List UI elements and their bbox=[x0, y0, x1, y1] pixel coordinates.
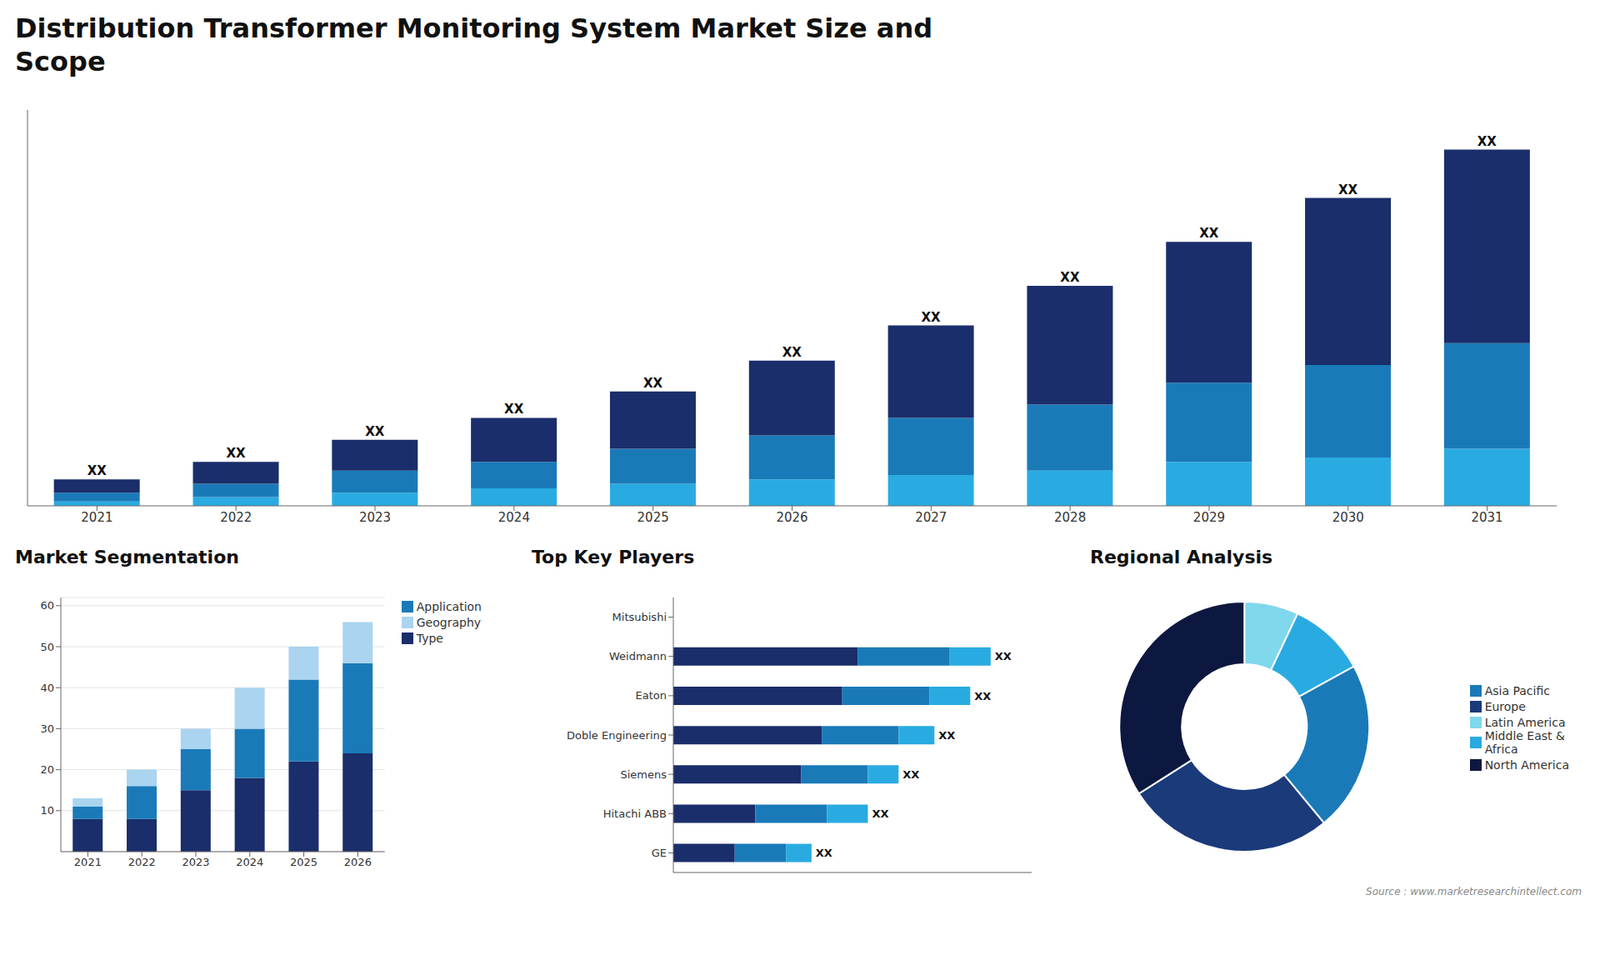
svg-text:60: 60 bbox=[40, 599, 55, 612]
html-text:North America: North America bbox=[1484, 757, 1570, 772]
svg-text:Doble Engineering: Doble Engineering bbox=[566, 729, 667, 742]
svg-text:Eaton: Eaton bbox=[635, 689, 667, 702]
svg-text:XX: XX bbox=[782, 345, 803, 360]
html-text:Source : www.marketresearchint: Source : www.marketresearchintellect.com bbox=[1365, 885, 1582, 898]
html-text:Geography: Geography bbox=[416, 615, 481, 629]
svg-text:20: 20 bbox=[40, 763, 55, 776]
svg-text:XX: XX bbox=[643, 375, 664, 391]
svg-text:2022: 2022 bbox=[128, 855, 156, 869]
html-text:Regional Analysis: Regional Analysis bbox=[1090, 546, 1273, 568]
svg-text:XX: XX bbox=[1477, 134, 1498, 150]
svg-text:XX: XX bbox=[504, 401, 525, 417]
svg-text:2026: 2026 bbox=[775, 510, 808, 525]
svg-text:Mitsubishi: Mitsubishi bbox=[612, 610, 667, 624]
svg-text:XX: XX bbox=[225, 445, 246, 461]
html-text:Top Key Players: Top Key Players bbox=[531, 546, 695, 568]
svg-text:XX: XX bbox=[921, 310, 942, 325]
svg-text:XX: XX bbox=[995, 650, 1012, 663]
svg-text:2025: 2025 bbox=[290, 855, 318, 869]
svg-text:XX: XX bbox=[938, 729, 955, 742]
svg-text:50: 50 bbox=[40, 640, 55, 654]
svg-text:2028: 2028 bbox=[1054, 510, 1086, 525]
svg-text:XX: XX bbox=[871, 807, 889, 820]
svg-text:2021: 2021 bbox=[74, 855, 102, 869]
svg-text:2023: 2023 bbox=[359, 510, 391, 525]
svg-text:XX: XX bbox=[365, 424, 385, 440]
html-text:Europe: Europe bbox=[1484, 699, 1526, 713]
svg-text:2031: 2031 bbox=[1470, 510, 1503, 525]
html-text:Market Segmentation: Market Segmentation bbox=[15, 546, 240, 568]
html-text:Middle East & Africa: Middle East & Africa bbox=[1484, 729, 1565, 756]
svg-text:XX: XX bbox=[902, 768, 920, 781]
svg-text:XX: XX bbox=[815, 846, 833, 860]
svg-text:Weidmann: Weidmann bbox=[609, 650, 667, 663]
svg-text:XX: XX bbox=[1338, 182, 1359, 198]
svg-text:2027: 2027 bbox=[915, 510, 947, 525]
svg-text:XX: XX bbox=[87, 463, 108, 479]
html-text:Asia Pacific: Asia Pacific bbox=[1484, 683, 1550, 698]
svg-text:2021: 2021 bbox=[80, 510, 113, 525]
svg-text:2024: 2024 bbox=[498, 510, 530, 525]
svg-text:XX: XX bbox=[974, 690, 991, 703]
svg-text:2023: 2023 bbox=[181, 855, 210, 869]
svg-text:2029: 2029 bbox=[1193, 510, 1225, 525]
html-text:Application: Application bbox=[416, 599, 482, 613]
svg-text:XX: XX bbox=[1199, 225, 1220, 241]
svg-text:GE: GE bbox=[651, 846, 667, 860]
html-text:Distribution Transformer Monit: Distribution Transformer Monitoring Syst… bbox=[15, 12, 933, 78]
svg-text:XX: XX bbox=[1060, 270, 1080, 285]
svg-text:10: 10 bbox=[40, 804, 55, 817]
svg-text:2026: 2026 bbox=[344, 855, 372, 869]
html-text:Type: Type bbox=[416, 631, 444, 645]
svg-text:Siemens: Siemens bbox=[620, 768, 667, 781]
svg-text:2022: 2022 bbox=[220, 510, 252, 525]
svg-text:2024: 2024 bbox=[235, 855, 264, 869]
svg-text:40: 40 bbox=[40, 681, 55, 695]
svg-text:2030: 2030 bbox=[1332, 510, 1365, 525]
html-text:Latin America: Latin America bbox=[1484, 715, 1566, 729]
svg-text:2025: 2025 bbox=[637, 510, 670, 525]
svg-text:30: 30 bbox=[40, 722, 55, 735]
svg-text:Hitachi ABB: Hitachi ABB bbox=[603, 807, 667, 820]
